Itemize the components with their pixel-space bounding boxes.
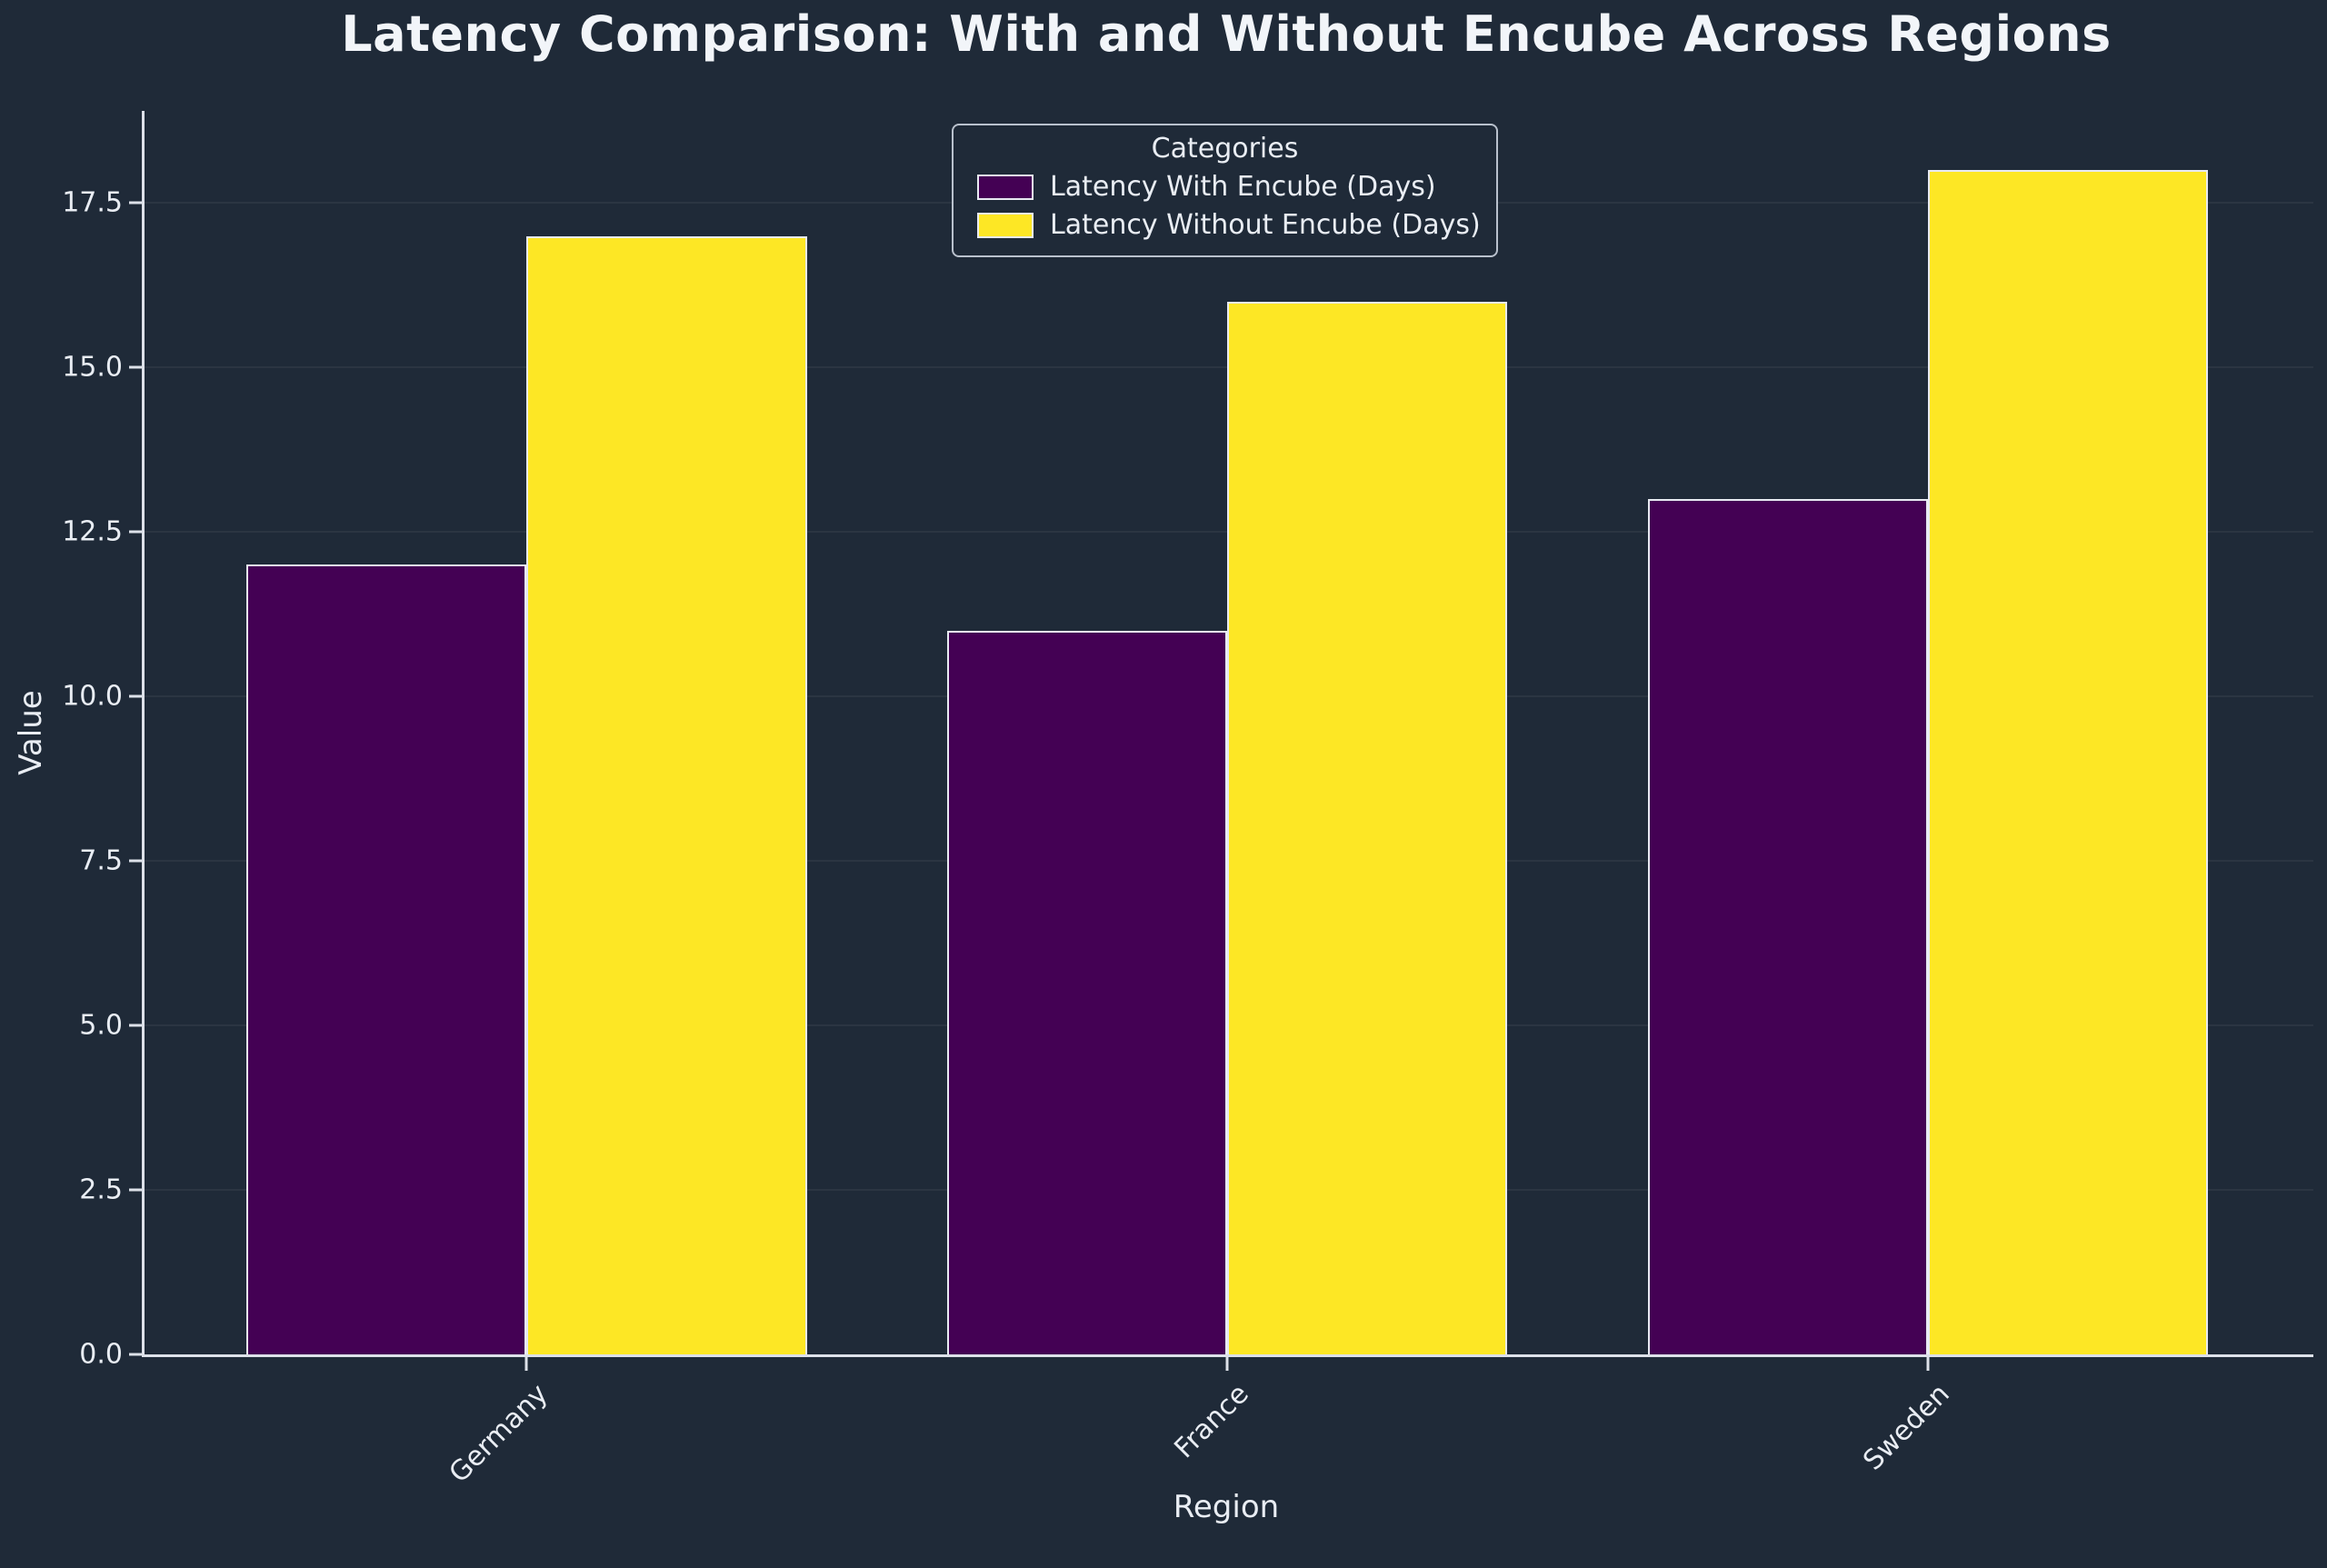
- legend-label: Latency With Encube (Days): [1050, 171, 1436, 203]
- legend-swatch: [977, 174, 1034, 200]
- x-tick-label-france: France: [1168, 1378, 1255, 1465]
- bar-sweden-latency-with-encube-days: [1647, 499, 1928, 1354]
- y-tick-mark: [129, 1024, 142, 1027]
- x-axis-label: Region: [1173, 1489, 1280, 1525]
- chart-title: Latency Comparison: With and Without Enc…: [341, 5, 2112, 63]
- x-tick-label-germany: Germany: [443, 1378, 554, 1490]
- y-tick-label: 15.0: [62, 351, 123, 384]
- x-tick-mark: [1926, 1357, 1930, 1371]
- bar-germany-latency-with-encube-days: [245, 564, 527, 1354]
- legend: Categories Latency With Encube (Days) Lat…: [952, 124, 1498, 257]
- legend-label: Latency Without Encube (Days): [1050, 209, 1481, 241]
- x-tick-mark: [524, 1357, 528, 1371]
- y-tick-label: 10.0: [62, 680, 123, 713]
- y-tick-mark: [129, 530, 142, 534]
- y-tick-label: 12.5: [62, 515, 123, 548]
- bar-sweden-latency-without-encube-days: [1927, 170, 2209, 1354]
- y-tick-mark: [129, 694, 142, 698]
- x-tick-label-sweden: Sweden: [1857, 1378, 1956, 1477]
- bar-france-latency-with-encube-days: [946, 630, 1228, 1354]
- x-tick-mark: [1225, 1357, 1229, 1371]
- legend-row: Latency Without Encube (Days): [977, 209, 1496, 241]
- legend-swatch: [977, 212, 1034, 238]
- y-tick-label: 5.0: [79, 1009, 123, 1042]
- legend-row: Latency With Encube (Days): [977, 171, 1496, 203]
- y-tick-mark: [129, 859, 142, 863]
- y-tick-label: 7.5: [79, 844, 123, 877]
- y-tick-mark: [129, 1188, 142, 1192]
- y-tick-mark: [129, 201, 142, 205]
- y-tick-mark: [129, 365, 142, 369]
- y-tick-label: 0.0: [79, 1338, 123, 1371]
- bar-france-latency-without-encube-days: [1227, 301, 1508, 1354]
- bar-germany-latency-without-encube-days: [526, 235, 807, 1354]
- legend-title: Categories: [1151, 133, 1299, 165]
- y-tick-mark: [129, 1353, 142, 1356]
- y-tick-label: 2.5: [79, 1174, 123, 1206]
- legend-items: Latency With Encube (Days) Latency Withou…: [954, 165, 1496, 241]
- y-axis-label: Value: [13, 690, 49, 775]
- y-tick-label: 17.5: [62, 186, 123, 219]
- plot-area: 0.0 2.5 5.0 7.5 10.0 12.5 15.0 17.5 Germany Franc…: [62, 111, 2313, 1489]
